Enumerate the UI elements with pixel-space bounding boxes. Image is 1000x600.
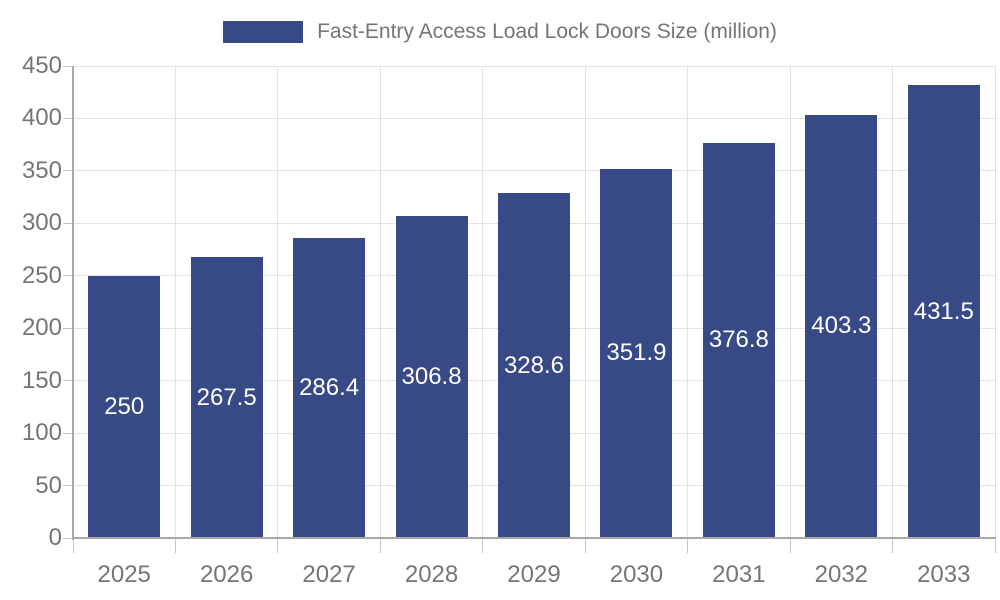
x-tick: [584, 539, 586, 553]
y-tick: [63, 537, 72, 539]
y-tick-label: 300: [21, 209, 62, 237]
y-tick-label: 400: [21, 104, 62, 132]
bar-value-label: 250: [104, 392, 145, 420]
x-tick: [482, 539, 484, 553]
x-tick: [277, 539, 279, 553]
x-tick-label: 2032: [814, 561, 869, 588]
y-tick-label: 450: [21, 52, 62, 79]
gridline-vertical: [994, 66, 996, 538]
y-tick: [63, 117, 72, 119]
y-tick-label: 200: [21, 314, 62, 342]
x-tick: [174, 539, 176, 553]
x-tick: [72, 539, 74, 553]
x-tick: [379, 539, 381, 553]
x-tick: [687, 539, 689, 553]
bar-value-label: 351.9: [606, 339, 667, 367]
y-tick-label: 350: [21, 156, 62, 184]
x-tick-label: 2029: [507, 561, 561, 588]
bar-value-label: 328.6: [503, 351, 565, 379]
x-tick-label: 2031: [712, 561, 766, 588]
bar: [395, 216, 468, 538]
gridline-horizontal: [73, 65, 995, 67]
plot-area: 250 267.5 286.4 306.8 328.6 351.9 376.8 403.3 43…: [73, 65, 996, 538]
bar: [293, 237, 366, 538]
gridline-horizontal: [73, 170, 995, 172]
y-tick: [63, 222, 72, 224]
bar-value-label: 403.3: [811, 312, 872, 340]
bar-value-label: 267.5: [196, 383, 257, 411]
gridline-vertical: [277, 66, 279, 538]
bar: [702, 142, 775, 538]
y-tick-label: 50: [35, 471, 62, 499]
bar: [498, 193, 570, 538]
y-tick: [63, 380, 72, 382]
x-tick-label: 2033: [917, 561, 971, 588]
y-tick: [63, 485, 72, 487]
gridline-vertical: [789, 66, 791, 538]
x-tick-label: 2026: [199, 561, 254, 588]
y-tick: [63, 432, 72, 434]
x-tick-label: 2025: [97, 561, 151, 588]
bar: [190, 257, 263, 538]
bar: [88, 275, 161, 538]
x-tick: [994, 539, 996, 553]
gridline-vertical: [379, 66, 381, 538]
x-tick-label: 2027: [302, 561, 356, 588]
y-axis-line: [72, 66, 74, 540]
legend-swatch: [223, 21, 304, 43]
gridline-vertical: [174, 66, 176, 538]
y-tick-label: 0: [48, 524, 62, 551]
bar: [805, 114, 878, 538]
legend: Fast-Entry Access Load Lock Doors Size (…: [0, 13, 1000, 51]
y-tick: [63, 65, 72, 67]
y-tick: [63, 170, 72, 172]
bar-value-label: 306.8: [401, 363, 462, 391]
bar-value-label: 286.4: [299, 373, 360, 401]
gridline-vertical: [687, 66, 689, 538]
y-tick-label: 100: [21, 419, 62, 447]
x-tick-label: 2030: [609, 561, 664, 588]
bar-value-label: 376.8: [708, 326, 769, 354]
x-tick: [892, 539, 894, 553]
gridline-vertical: [482, 66, 484, 538]
x-axis-line: [73, 537, 996, 539]
y-tick: [63, 327, 72, 329]
bar-value-label: 431.5: [913, 297, 974, 325]
gridline-vertical: [892, 66, 894, 538]
x-tick: [789, 539, 791, 553]
y-tick-label: 150: [21, 366, 62, 394]
gridline-vertical: [584, 66, 586, 538]
x-tick-label: 2028: [404, 561, 459, 588]
bar: [600, 168, 673, 538]
y-tick-label: 250: [21, 261, 62, 289]
legend-label: Fast-Entry Access Load Lock Doors Size (…: [317, 20, 777, 43]
gridline-horizontal: [73, 117, 995, 119]
bar: [907, 85, 980, 538]
y-tick: [63, 275, 72, 277]
